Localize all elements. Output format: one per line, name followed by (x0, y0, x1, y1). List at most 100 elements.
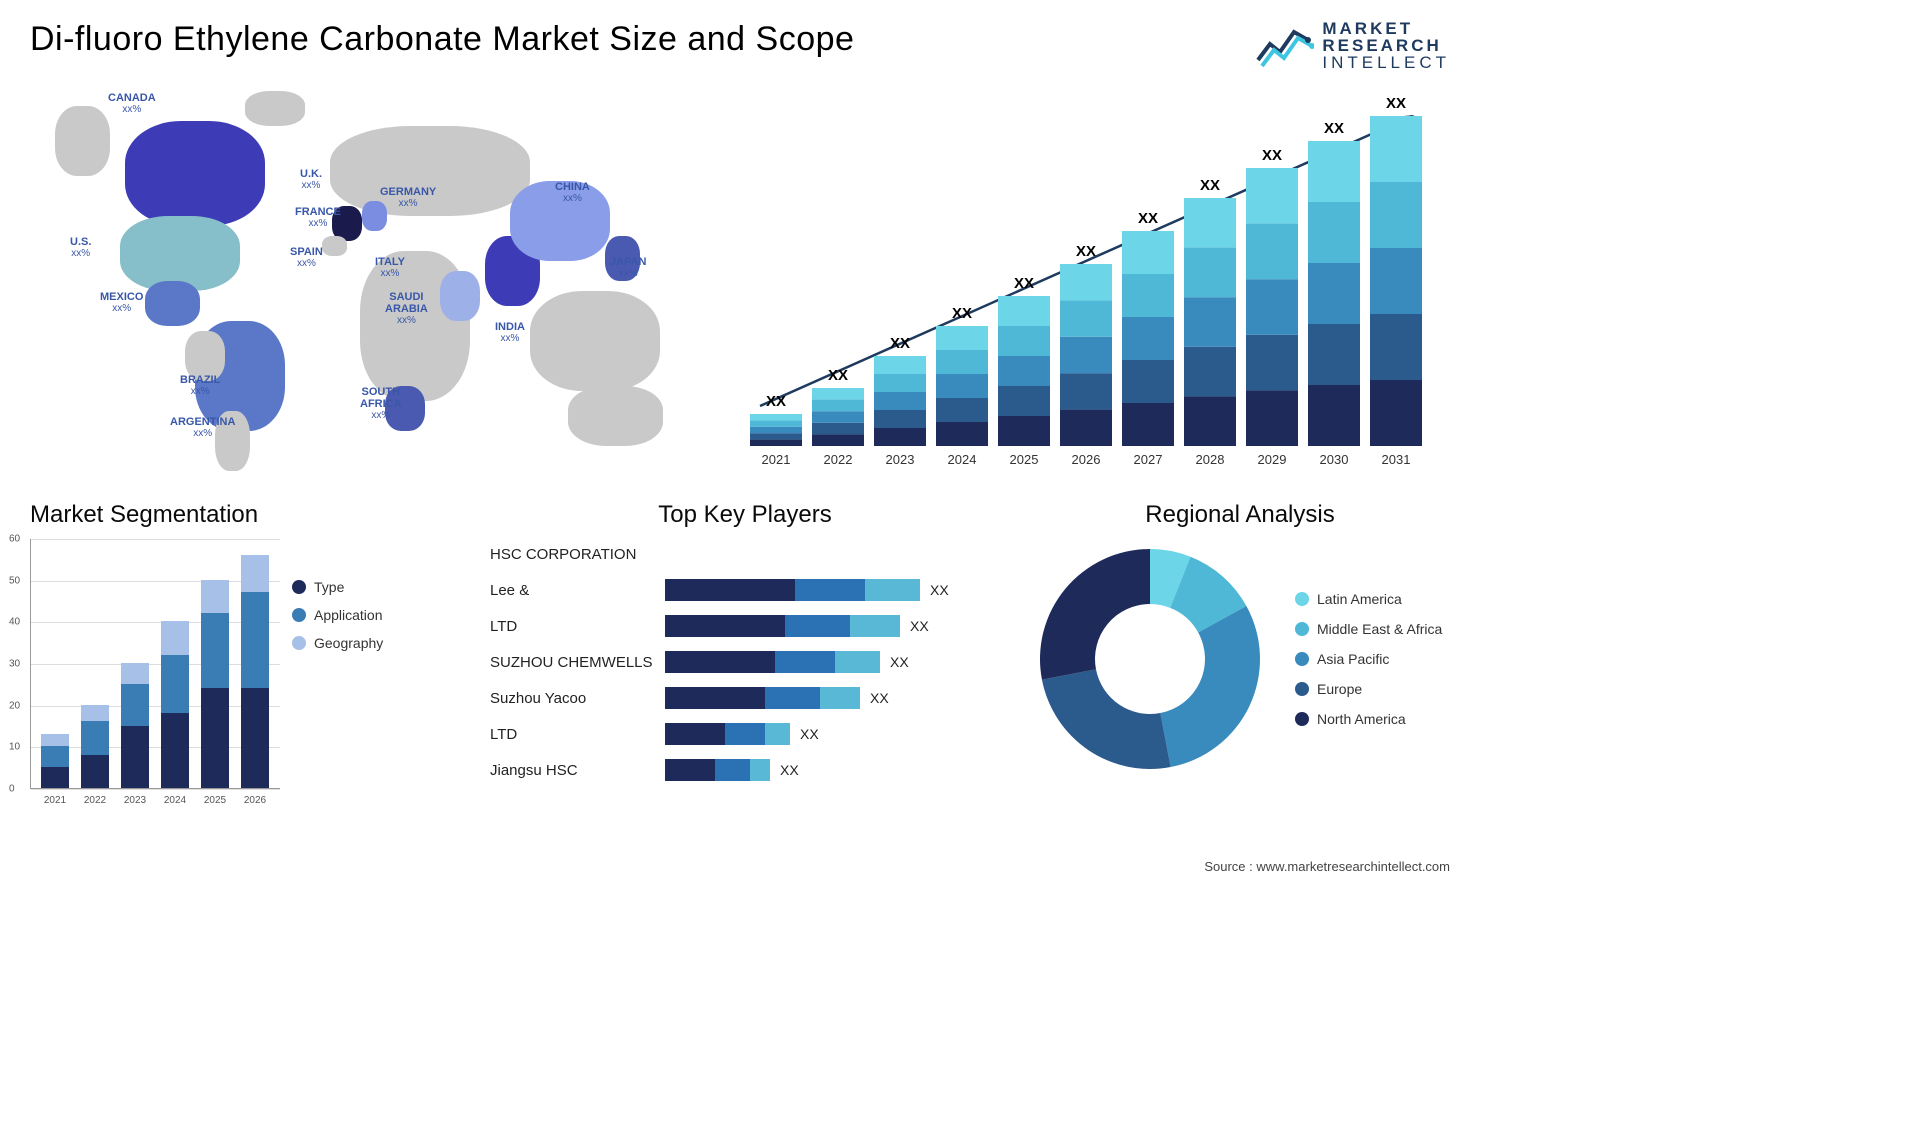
player-value: XX (780, 762, 799, 778)
seg-x-tick: 2022 (81, 795, 109, 806)
player-row: Lee &XX (490, 575, 1000, 605)
segmentation-panel: Market Segmentation 01020304050602021202… (30, 501, 460, 789)
player-name: Suzhou Yacoo (490, 690, 665, 707)
player-bar (665, 615, 900, 637)
map-label: CANADAxx% (108, 92, 156, 115)
world-map-panel: CANADAxx% U.S.xx% MEXICOxx% BRAZILxx% ARGENT… (30, 86, 710, 476)
regional-title: Regional Analysis (1030, 501, 1450, 529)
player-value: XX (930, 582, 949, 598)
svg-text:XX: XX (1262, 147, 1282, 164)
seg-y-tick: 10 (9, 742, 20, 753)
player-name: HSC CORPORATION (490, 546, 665, 563)
seg-x-tick: 2026 (241, 795, 269, 806)
legend-item: Middle East & Africa (1295, 621, 1442, 637)
segmentation-title: Market Segmentation (30, 501, 460, 529)
map-region-shape (568, 386, 663, 446)
svg-text:XX: XX (1200, 177, 1220, 194)
legend-item: Type (292, 579, 383, 595)
svg-text:XX: XX (952, 305, 972, 322)
svg-text:XX: XX (1138, 210, 1158, 227)
svg-text:2029: 2029 (1258, 452, 1287, 467)
regional-legend: Latin America Middle East & Africa Asia Pa… (1295, 591, 1442, 727)
player-row: Jiangsu HSC XX (490, 755, 1000, 785)
map-label: CHINAxx% (555, 181, 590, 204)
player-row: Suzhou Yacoo XX (490, 683, 1000, 713)
seg-bar: 2024 (161, 621, 189, 788)
svg-text:2030: 2030 (1320, 452, 1349, 467)
svg-text:XX: XX (1324, 120, 1344, 137)
map-region-shape (55, 106, 110, 176)
map-region-shape (530, 291, 660, 391)
map-region-shape (440, 271, 480, 321)
legend-item: Latin America (1295, 591, 1442, 607)
map-region-shape (245, 91, 305, 126)
page-title: Di-fluoro Ethylene Carbonate Market Size… (30, 20, 854, 59)
segmentation-legend: TypeApplicationGeography (292, 579, 383, 651)
seg-bar: 2025 (201, 580, 229, 788)
map-region-shape (120, 216, 240, 291)
svg-text:XX: XX (1386, 95, 1406, 112)
svg-text:2022: 2022 (824, 452, 853, 467)
seg-y-tick: 60 (9, 534, 20, 545)
map-label: MEXICOxx% (100, 291, 143, 314)
map-label: GERMANYxx% (380, 186, 436, 209)
player-name: SUZHOU CHEMWELLS (490, 654, 665, 671)
player-row: LTDXX (490, 611, 1000, 641)
svg-text:2026: 2026 (1072, 452, 1101, 467)
players-list: HSC CORPORATION Lee &XX LTDXX SUZHOU CHEMWE… (490, 539, 1000, 785)
legend-item: North America (1295, 711, 1442, 727)
seg-y-tick: 30 (9, 659, 20, 670)
player-value: XX (800, 726, 819, 742)
svg-text:XX: XX (828, 367, 848, 384)
svg-text:2025: 2025 (1010, 452, 1039, 467)
seg-x-tick: 2025 (201, 795, 229, 806)
svg-text:XX: XX (1014, 275, 1034, 292)
seg-x-tick: 2023 (121, 795, 149, 806)
player-value: XX (870, 690, 889, 706)
seg-y-tick: 0 (9, 784, 15, 795)
svg-text:XX: XX (1076, 243, 1096, 260)
player-name: Jiangsu HSC (490, 762, 665, 779)
map-label: BRAZILxx% (180, 374, 220, 397)
svg-text:2023: 2023 (886, 452, 915, 467)
svg-text:2031: 2031 (1382, 452, 1411, 467)
player-row: SUZHOU CHEMWELLSXX (490, 647, 1000, 677)
logo-line3: INTELLECT (1322, 54, 1450, 71)
player-bar (665, 579, 920, 601)
brand-logo: MARKET RESEARCH INTELLECT (1256, 20, 1450, 71)
map-label: JAPANxx% (610, 256, 646, 279)
svg-text:XX: XX (890, 335, 910, 352)
map-label: ITALYxx% (375, 256, 405, 279)
player-bar (665, 723, 790, 745)
svg-text:XX: XX (766, 393, 786, 410)
map-label: FRANCExx% (295, 206, 341, 229)
segmentation-chart: 0102030405060202120222023202420252026 (30, 539, 280, 789)
map-region-shape (322, 236, 347, 256)
seg-bar: 2023 (121, 663, 149, 788)
map-label: SAUDIARABIAxx% (385, 291, 428, 326)
map-label: U.S.xx% (70, 236, 91, 259)
player-value: XX (910, 618, 929, 634)
svg-text:2024: 2024 (948, 452, 977, 467)
player-bar (665, 687, 860, 709)
logo-line2: RESEARCH (1322, 37, 1450, 54)
map-label: SOUTHAFRICAxx% (360, 386, 402, 421)
logo-line1: MARKET (1322, 20, 1450, 37)
seg-bar: 2022 (81, 705, 109, 788)
seg-bar: 2026 (241, 555, 269, 788)
seg-x-tick: 2021 (41, 795, 69, 806)
map-label: ARGENTINAxx% (170, 416, 235, 439)
forecast-chart: XX2021XX2022XX2023XX2024XX2025XX2026XX20… (740, 86, 1450, 476)
logo-chart-icon (1256, 22, 1314, 70)
regional-donut (1030, 539, 1270, 779)
legend-item: Geography (292, 635, 383, 651)
svg-text:2027: 2027 (1134, 452, 1163, 467)
source-attribution: Source : www.marketresearchintellect.com (1204, 859, 1450, 874)
svg-text:2028: 2028 (1196, 452, 1225, 467)
map-label: SPAINxx% (290, 246, 323, 269)
player-bar (665, 759, 770, 781)
player-row: LTDXX (490, 719, 1000, 749)
legend-item: Asia Pacific (1295, 651, 1442, 667)
player-bar (665, 651, 880, 673)
regional-panel: Regional Analysis Latin America Middle Ea… (1030, 501, 1450, 789)
